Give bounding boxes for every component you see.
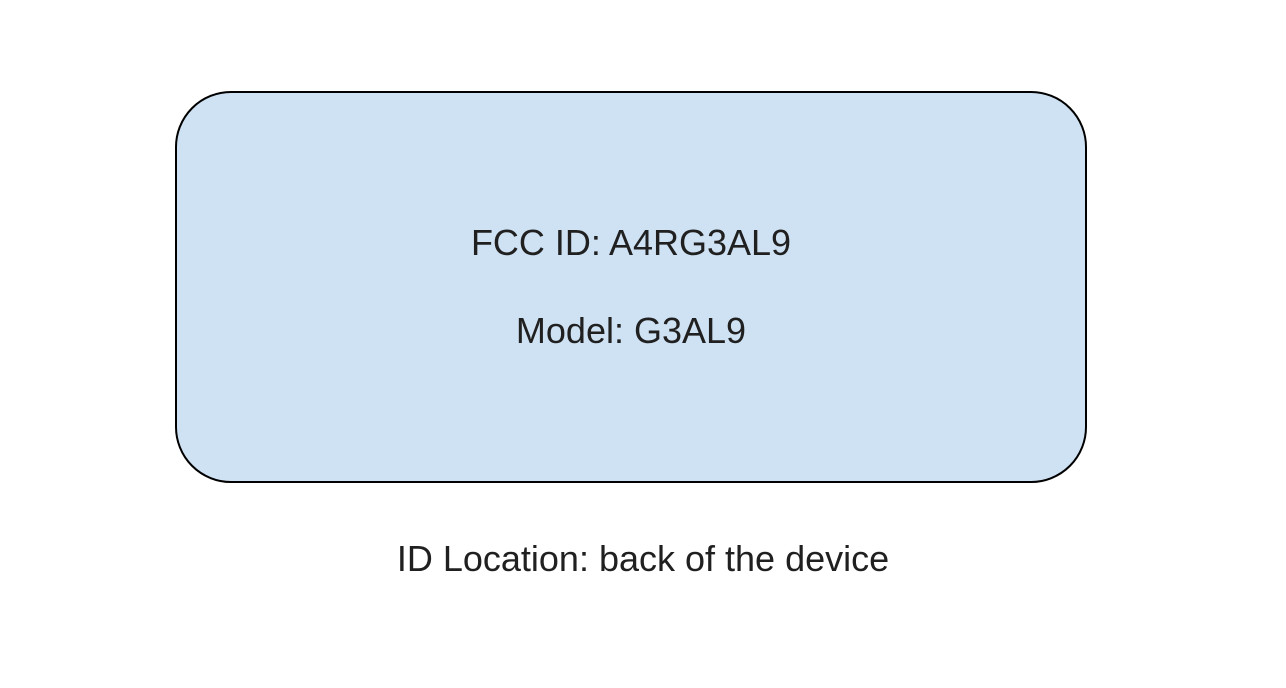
id-location-caption: ID Location: back of the device (0, 538, 1286, 580)
device-label-box: FCC ID: A4RG3AL9 Model: G3AL9 (175, 91, 1087, 483)
model-line: Model: G3AL9 (516, 310, 746, 352)
fcc-id-line: FCC ID: A4RG3AL9 (471, 222, 791, 264)
